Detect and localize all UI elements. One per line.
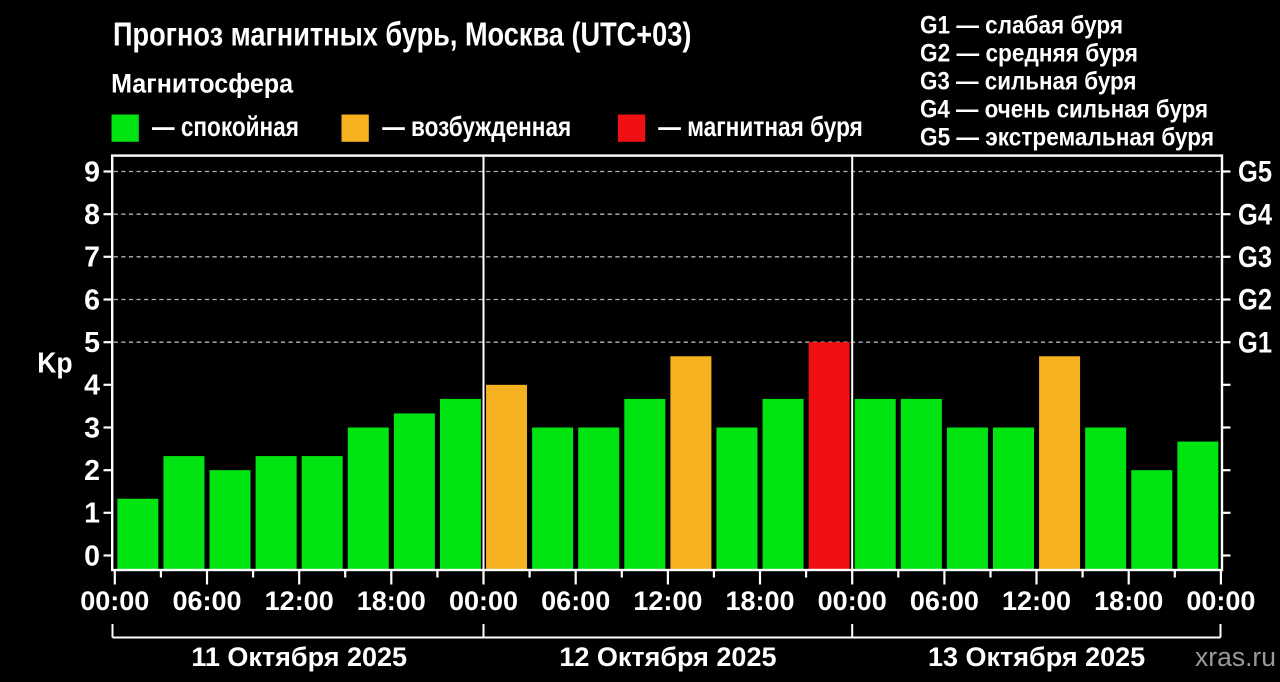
svg-text:G1 — слабая буря: G1 — слабая буря: [920, 11, 1123, 39]
svg-text:G2: G2: [1238, 284, 1272, 317]
svg-text:12:00: 12:00: [265, 586, 334, 616]
svg-text:G5 — экстремальная буря: G5 — экстремальная буря: [920, 123, 1214, 151]
svg-text:— возбужденная: — возбужденная: [382, 111, 571, 142]
svg-text:7: 7: [84, 242, 100, 274]
svg-text:00:00: 00:00: [818, 586, 887, 616]
svg-text:8: 8: [84, 199, 100, 231]
svg-text:2: 2: [84, 455, 100, 487]
svg-text:06:00: 06:00: [910, 586, 979, 616]
svg-text:9: 9: [84, 156, 100, 188]
svg-text:06:00: 06:00: [541, 586, 610, 616]
svg-text:00:00: 00:00: [80, 586, 149, 616]
svg-text:Прогноз магнитных бурь, Москва: Прогноз магнитных бурь, Москва (UTC+03): [113, 15, 691, 52]
svg-text:12 Октября 2025: 12 Октября 2025: [559, 642, 776, 672]
svg-text:18:00: 18:00: [725, 586, 794, 616]
svg-text:12:00: 12:00: [633, 586, 702, 616]
svg-text:5: 5: [84, 327, 100, 359]
svg-text:Магнитосфера: Магнитосфера: [111, 68, 293, 98]
svg-text:Kp: Kp: [37, 347, 72, 379]
svg-text:00:00: 00:00: [449, 586, 518, 616]
svg-text:4: 4: [84, 370, 100, 402]
svg-text:G2 — средняя буря: G2 — средняя буря: [920, 39, 1138, 67]
svg-text:xras.ru: xras.ru: [1195, 642, 1276, 672]
svg-text:— магнитная буря: — магнитная буря: [658, 111, 863, 142]
svg-text:13 Октября 2025: 13 Октября 2025: [928, 642, 1145, 672]
svg-text:G1: G1: [1238, 326, 1272, 359]
svg-text:G4: G4: [1238, 198, 1273, 231]
svg-text:G5: G5: [1238, 156, 1272, 189]
svg-text:6: 6: [84, 284, 100, 316]
svg-text:06:00: 06:00: [172, 586, 241, 616]
svg-text:— спокойная: — спокойная: [152, 111, 299, 142]
svg-text:G4 — очень сильная буря: G4 — очень сильная буря: [920, 95, 1208, 123]
svg-text:18:00: 18:00: [357, 586, 426, 616]
svg-text:G3: G3: [1238, 241, 1272, 274]
svg-text:3: 3: [84, 412, 100, 444]
svg-text:1: 1: [84, 498, 100, 530]
svg-text:G3 — сильная буря: G3 — сильная буря: [920, 67, 1137, 95]
svg-text:18:00: 18:00: [1094, 586, 1163, 616]
svg-text:12:00: 12:00: [1002, 586, 1071, 616]
svg-text:00:00: 00:00: [1186, 586, 1255, 616]
svg-text:11 Октября 2025: 11 Октября 2025: [191, 642, 407, 672]
svg-text:0: 0: [84, 540, 100, 572]
